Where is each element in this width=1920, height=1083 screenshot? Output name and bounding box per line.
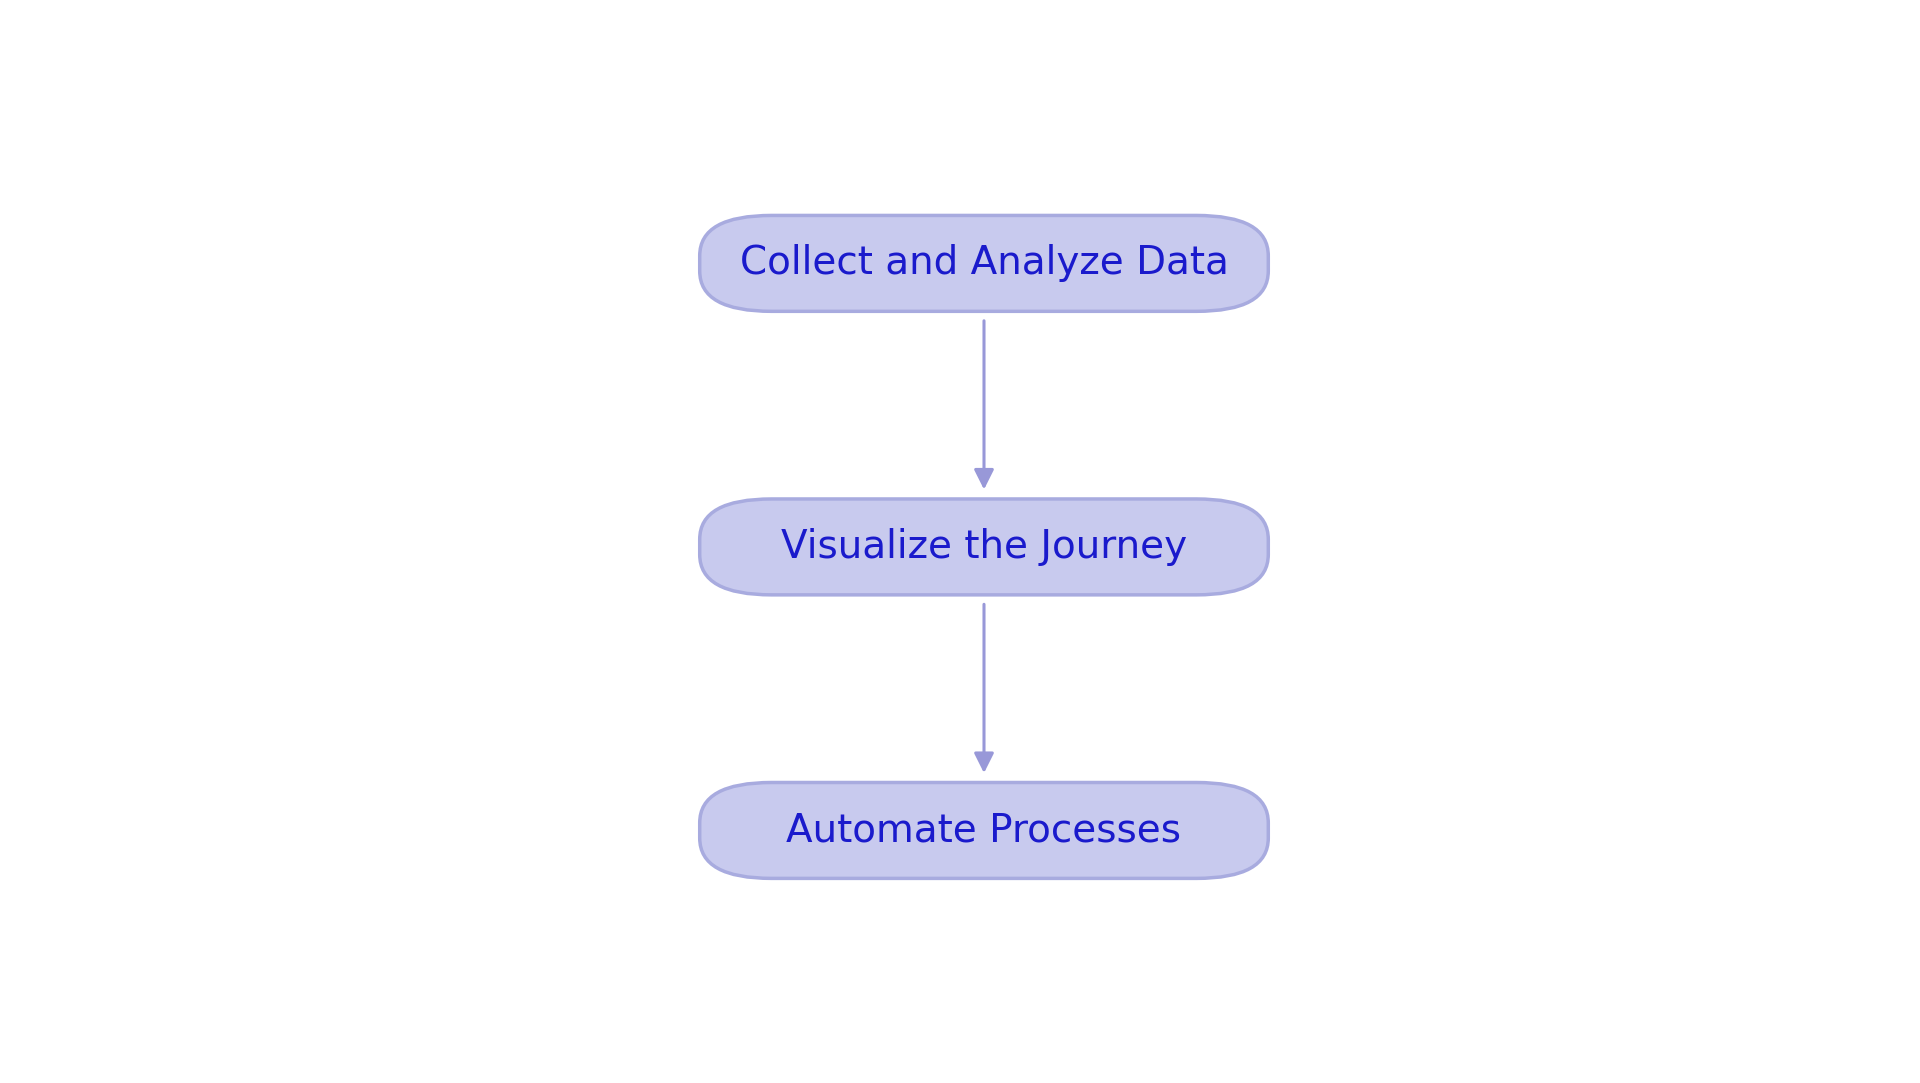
FancyBboxPatch shape <box>699 783 1269 878</box>
FancyBboxPatch shape <box>699 216 1269 311</box>
Text: Visualize the Journey: Visualize the Journey <box>781 527 1187 566</box>
FancyBboxPatch shape <box>699 499 1269 595</box>
Text: Automate Processes: Automate Processes <box>787 811 1181 849</box>
Text: Collect and Analyze Data: Collect and Analyze Data <box>739 245 1229 283</box>
